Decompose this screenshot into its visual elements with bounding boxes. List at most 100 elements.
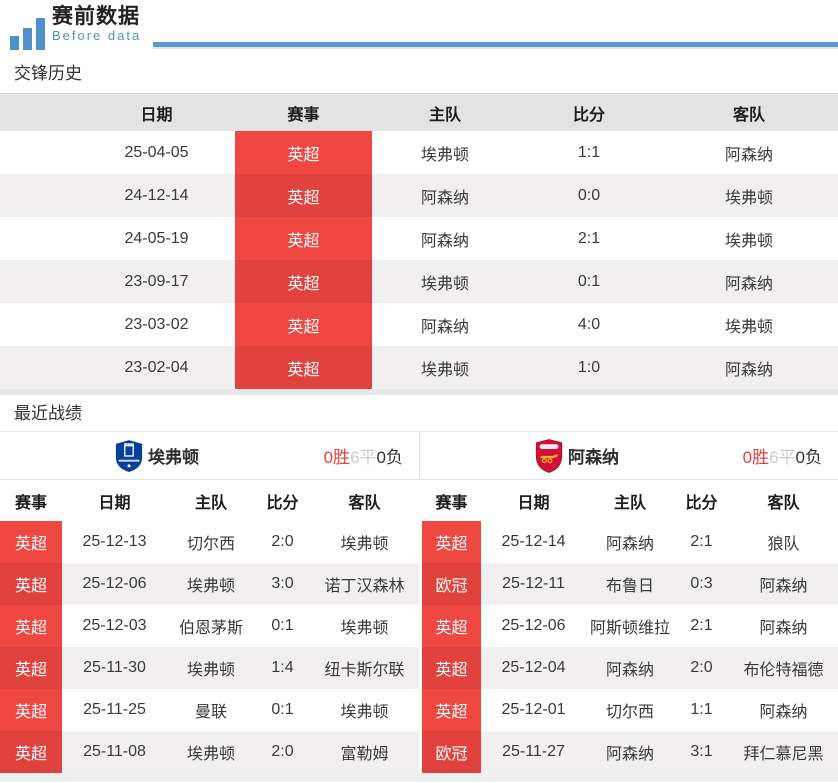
league-badge: 英超 (422, 689, 481, 731)
recent-header-row: 赛事 日期 主队 比分 客队 (422, 480, 838, 521)
home-team-cell: 阿森纳 (420, 232, 469, 250)
date-cell: 25-04-05 (124, 143, 189, 161)
section-divider (0, 389, 838, 395)
col-header-away: 客队 (732, 106, 765, 124)
date-cell: 25-12-06 (501, 617, 566, 634)
date-cell: 25-12-14 (501, 533, 566, 550)
away-team-cell: 阿森纳 (759, 620, 808, 637)
score-cell: 3:0 (271, 575, 294, 592)
away-team-cell: 埃弗顿 (724, 189, 773, 207)
home-team-cell: 伯恩茅斯 (178, 620, 243, 637)
record-wins: 0胜 (323, 448, 351, 467)
score-cell: 1:1 (577, 143, 601, 161)
col-header-score: 比分 (266, 494, 299, 512)
away-team-cell: 埃弗顿 (340, 536, 389, 553)
score-cell: 0:1 (271, 617, 294, 634)
score-cell: 2:1 (577, 229, 601, 247)
logo-subtitle: Before data (52, 28, 142, 43)
col-header-score: 比分 (572, 106, 605, 124)
away-team-cell: 阿森纳 (724, 361, 773, 379)
table-row: 英超 25-11-08 埃弗顿 2:0 富勒姆 (0, 731, 419, 773)
recent-section-title: 最近战绩 (0, 395, 838, 432)
col-header-away: 客队 (348, 494, 381, 512)
home-team-cell: 埃弗顿 (420, 146, 469, 164)
h2h-table: 日期 赛事 主队 比分 客队 25-04-05 英超 埃弗顿 1:1 阿森纳 2… (0, 93, 838, 389)
col-header-league: 赛事 (435, 494, 468, 512)
table-row: 英超 25-11-30 埃弗顿 1:4 纽卡斯尔联 (0, 647, 419, 689)
date-cell: 24-05-19 (124, 229, 189, 247)
col-header-home: 主队 (194, 494, 227, 512)
teams-row: 埃弗顿 0胜6平0负 阿森纳 0胜6平0负 (0, 432, 838, 480)
score-cell: 2:0 (690, 659, 713, 676)
home-team-cell: 切尔西 (186, 536, 235, 553)
table-row: 英超 25-12-04 阿森纳 2:0 布伦特福德 (422, 647, 838, 689)
arsenal-crest-icon (535, 438, 563, 473)
home-team-cell: 埃弗顿 (186, 746, 235, 763)
away-team-cell: 埃弗顿 (724, 232, 773, 250)
score-cell: 1:4 (271, 659, 294, 676)
table-row: 24-12-14 英超 阿森纳 0:0 埃弗顿 (0, 174, 838, 217)
league-badge: 欧冠 (422, 731, 481, 773)
col-header-home: 主队 (428, 106, 461, 124)
table-row: 23-02-04 英超 埃弗顿 1:0 阿森纳 (0, 346, 838, 389)
league-badge: 英超 (0, 521, 62, 563)
date-cell: 25-12-01 (501, 701, 566, 718)
away-team-cell: 阿森纳 (759, 578, 808, 595)
away-team-cell: 阿森纳 (724, 146, 773, 164)
recent-body: 英超 25-12-14 阿森纳 2:1 狼队 欧冠 25-12-11 布鲁日 0… (422, 521, 838, 773)
recent-header-row: 赛事 日期 主队 比分 客队 (0, 480, 419, 521)
score-cell: 2:0 (271, 743, 294, 760)
away-team-cell: 阿森纳 (724, 275, 773, 293)
record-losses: 0负 (795, 448, 822, 467)
team-name: 阿森纳 (568, 448, 619, 467)
score-cell: 2:1 (690, 533, 713, 550)
logo-title: 赛前数据 (52, 5, 140, 28)
league-badge: 英超 (235, 303, 372, 346)
col-header-date: 日期 (517, 494, 550, 512)
recent-table-everton: 赛事 日期 主队 比分 客队 英超 25-12-13 切尔西 2:0 埃弗顿 英… (0, 480, 419, 773)
score-cell: 0:0 (577, 186, 601, 204)
team-name: 埃弗顿 (148, 448, 199, 467)
score-cell: 2:1 (690, 617, 713, 634)
date-cell: 25-11-08 (83, 743, 146, 760)
away-team-cell: 埃弗顿 (340, 620, 389, 637)
recent-tables: 赛事 日期 主队 比分 客队 英超 25-12-13 切尔西 2:0 埃弗顿 英… (0, 480, 838, 773)
header-divider-line (153, 42, 838, 47)
league-badge: 英超 (0, 689, 62, 731)
everton-crest-icon (115, 439, 143, 472)
table-row: 英超 25-12-03 伯恩茅斯 0:1 埃弗顿 (0, 605, 419, 647)
score-cell: 4:0 (577, 315, 601, 333)
league-badge: 英超 (235, 346, 372, 389)
col-header-league: 赛事 (287, 106, 320, 124)
home-team-cell: 阿森纳 (605, 662, 654, 679)
league-badge: 英超 (0, 731, 62, 773)
date-cell: 25-12-13 (82, 533, 147, 550)
away-team-cell: 阿森纳 (759, 704, 808, 721)
away-team-cell: 纽卡斯尔联 (324, 662, 405, 679)
score-cell: 3:1 (690, 743, 713, 760)
col-header-league: 赛事 (14, 494, 47, 512)
league-badge: 英超 (422, 521, 481, 563)
away-team-cell: 埃弗顿 (340, 704, 389, 721)
score-cell: 2:0 (271, 533, 294, 550)
h2h-header-row: 日期 赛事 主队 比分 客队 (0, 93, 838, 131)
date-cell: 25-11-27 (502, 743, 565, 760)
col-header-away: 客队 (767, 494, 800, 512)
col-header-home: 主队 (613, 494, 646, 512)
score-cell: 1:1 (690, 701, 713, 718)
table-row: 23-09-17 英超 埃弗顿 0:1 阿森纳 (0, 260, 838, 303)
home-team-cell: 阿森纳 (420, 318, 469, 336)
home-team-cell: 埃弗顿 (420, 275, 469, 293)
date-cell: 23-09-17 (124, 272, 189, 290)
table-row: 英超 25-12-14 阿森纳 2:1 狼队 (422, 521, 838, 563)
record-draws: 6平 (769, 448, 796, 467)
league-badge: 英超 (0, 647, 62, 689)
team-record: 0胜6平0负 (743, 443, 822, 468)
home-team-cell: 埃弗顿 (186, 578, 235, 595)
home-team-cell: 阿斯顿维拉 (589, 620, 670, 637)
home-team-cell: 切尔西 (605, 704, 654, 721)
team-panel-arsenal: 阿森纳 0胜6平0负 (419, 432, 838, 479)
table-row: 23-03-02 英超 阿森纳 4:0 埃弗顿 (0, 303, 838, 346)
away-team-cell: 布伦特福德 (743, 662, 824, 679)
